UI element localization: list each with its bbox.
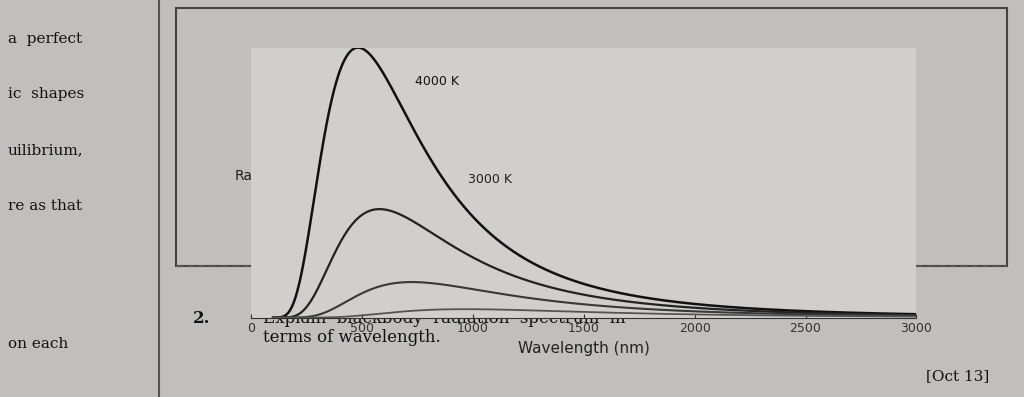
Text: 3000 K: 3000 K — [468, 173, 512, 186]
X-axis label: Wavelength (nm): Wavelength (nm) — [518, 341, 649, 356]
Text: Explain  blackbody  radiation  spectrum  in
terms of wavelength.: Explain blackbody radiation spectrum in … — [262, 310, 626, 346]
Text: ic  shapes: ic shapes — [8, 87, 84, 101]
Text: 2.: 2. — [194, 310, 211, 327]
Text: re as that: re as that — [8, 198, 82, 212]
Text: 4000 K: 4000 K — [415, 75, 459, 89]
Text: a  perfect: a perfect — [8, 32, 82, 46]
Text: uilibrium,: uilibrium, — [8, 143, 84, 157]
Text: on each: on each — [8, 337, 69, 351]
Y-axis label: Ra: Ra — [234, 169, 253, 183]
Text: [Oct 13]: [Oct 13] — [926, 369, 989, 383]
Text: Spectral distribution of blackbody radiation: Spectral distribution of blackbody radia… — [386, 274, 797, 291]
